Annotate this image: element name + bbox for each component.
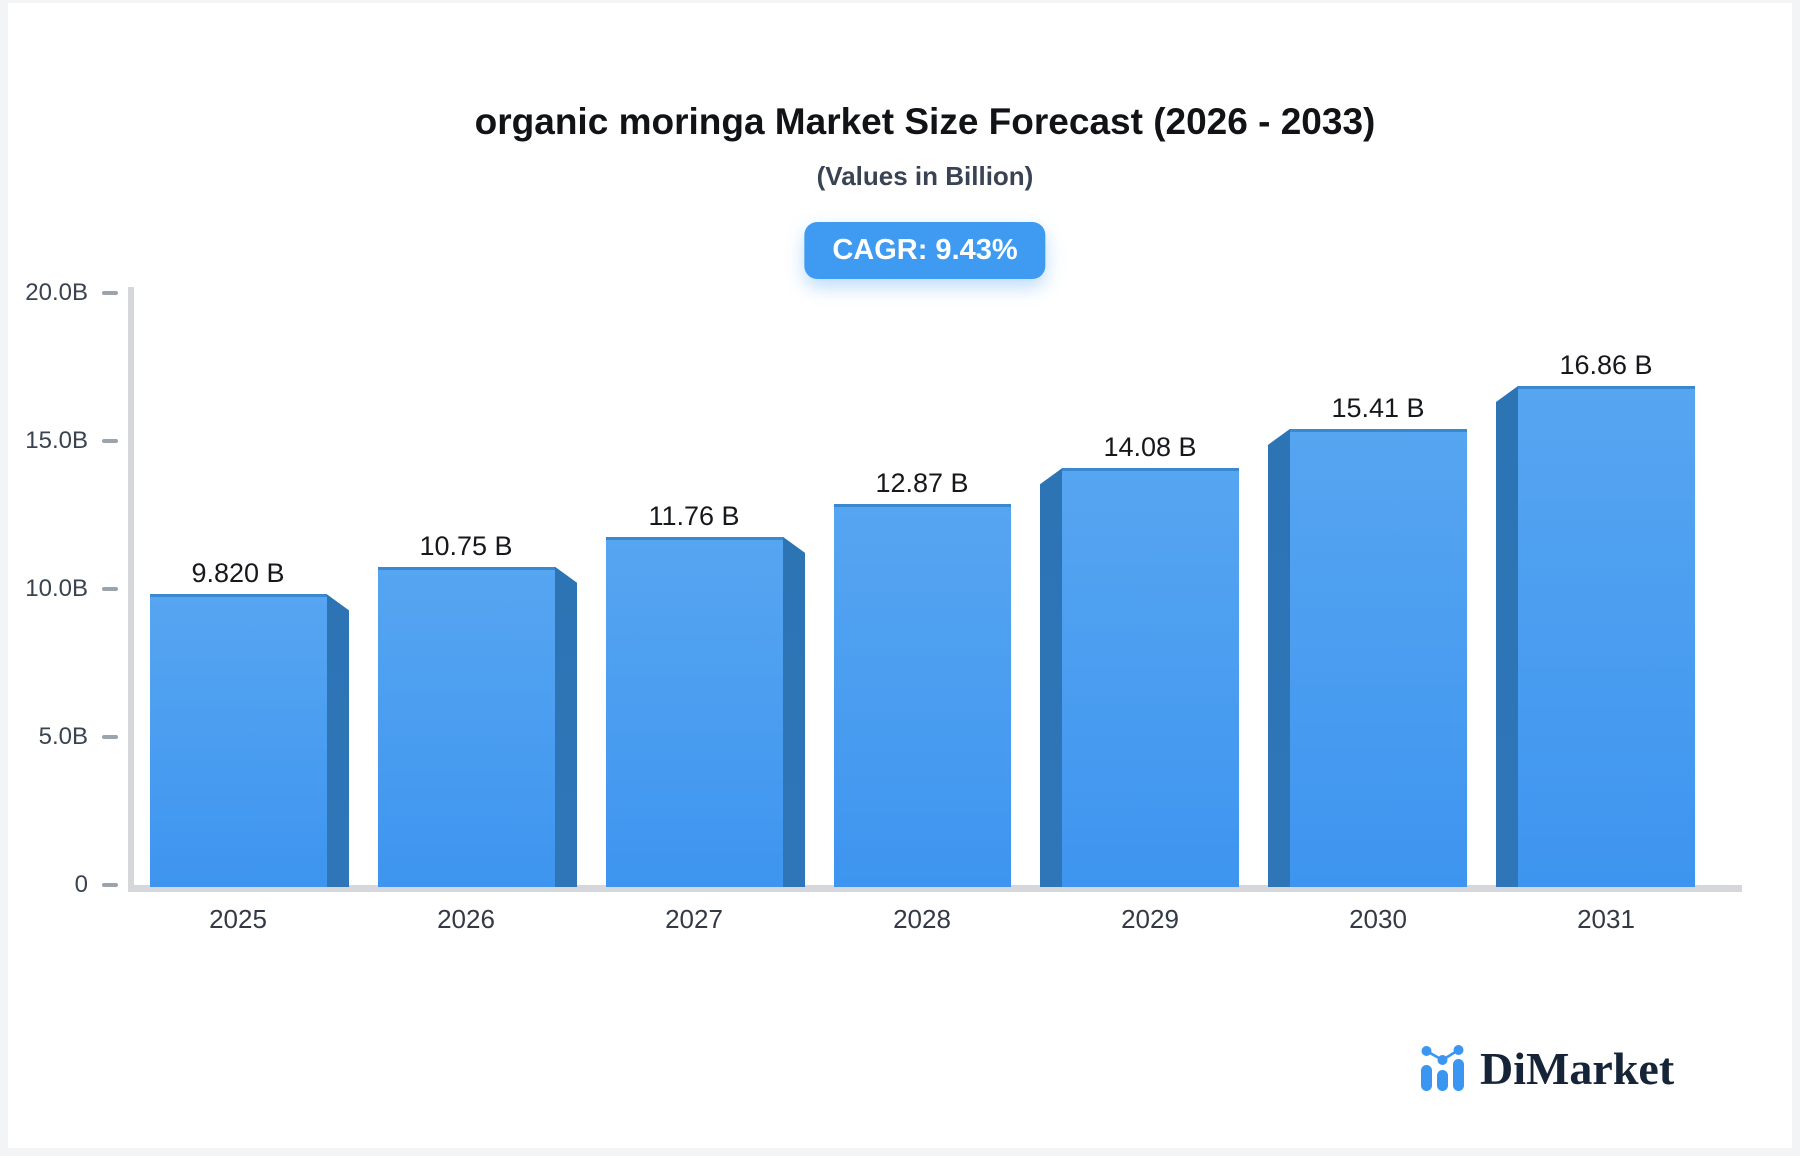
- bar-side-2029: [1040, 468, 1062, 887]
- bar-value-label-2028: 12.87 B: [875, 468, 969, 499]
- brand-logo: DiMarket: [1419, 1042, 1674, 1094]
- bar-2025: [150, 594, 327, 887]
- chart-title: organic moringa Market Size Forecast (20…: [474, 101, 1376, 142]
- y-axis-tick-label: 20.0B: [25, 279, 88, 306]
- x-axis-label-2028: 2028: [893, 904, 951, 934]
- y-axis-tick-label: 0: [74, 871, 88, 898]
- bar-value-label-2027: 11.76 B: [648, 500, 740, 531]
- x-axis-label-2027: 2027: [665, 904, 723, 934]
- y-axis-tick-mark: [102, 735, 118, 739]
- bar-side-2027: [783, 536, 805, 887]
- bar-chart-logo-icon: [1421, 1045, 1464, 1091]
- y-axis-tick-mark: [102, 883, 118, 887]
- bar-value-label-2029: 14.08 B: [1103, 432, 1197, 463]
- x-axis-label-2031: 2031: [1577, 904, 1635, 934]
- y-axis-tick-mark: [102, 439, 118, 443]
- cagr-badge: CAGR: 9.43%: [804, 222, 1046, 279]
- brand-name: DiMarket: [1480, 1043, 1675, 1094]
- bar-value-label-2025: 9.820 B: [191, 558, 285, 589]
- y-axis-line: [128, 287, 134, 892]
- bar-value-label-2026: 10.75 B: [419, 530, 513, 561]
- bar-value-label-2031: 16.86 B: [1559, 349, 1653, 380]
- bar-side-2031: [1496, 385, 1518, 887]
- x-axis-label-2029: 2029: [1121, 904, 1179, 934]
- x-axis-label-2025: 2025: [209, 904, 267, 934]
- y-axis-tick-label: 10.0B: [25, 575, 88, 602]
- y-axis-tick-mark: [102, 291, 118, 295]
- x-axis-label-2026: 2026: [437, 904, 495, 934]
- y-axis-tick-label: 5.0B: [38, 723, 88, 750]
- bar-2026: [378, 566, 555, 887]
- chart-subtitle: (Values in Billion): [816, 161, 1034, 191]
- x-axis-label-2030: 2030: [1349, 904, 1407, 934]
- bar-side-2025: [327, 594, 349, 887]
- y-axis-tick-label: 15.0B: [25, 427, 88, 454]
- bar-value-label-2030: 15.41 B: [1331, 392, 1425, 423]
- bar-2027: [606, 536, 783, 887]
- bar-side-2030: [1268, 428, 1290, 887]
- bar-2031: [1518, 385, 1695, 887]
- x-axis-line: [128, 885, 1742, 892]
- bar-2030: [1290, 428, 1467, 887]
- bar-2028: [834, 504, 1011, 887]
- y-axis-tick-mark: [102, 587, 118, 591]
- bar-2029: [1062, 468, 1239, 887]
- bar-side-2026: [555, 566, 577, 887]
